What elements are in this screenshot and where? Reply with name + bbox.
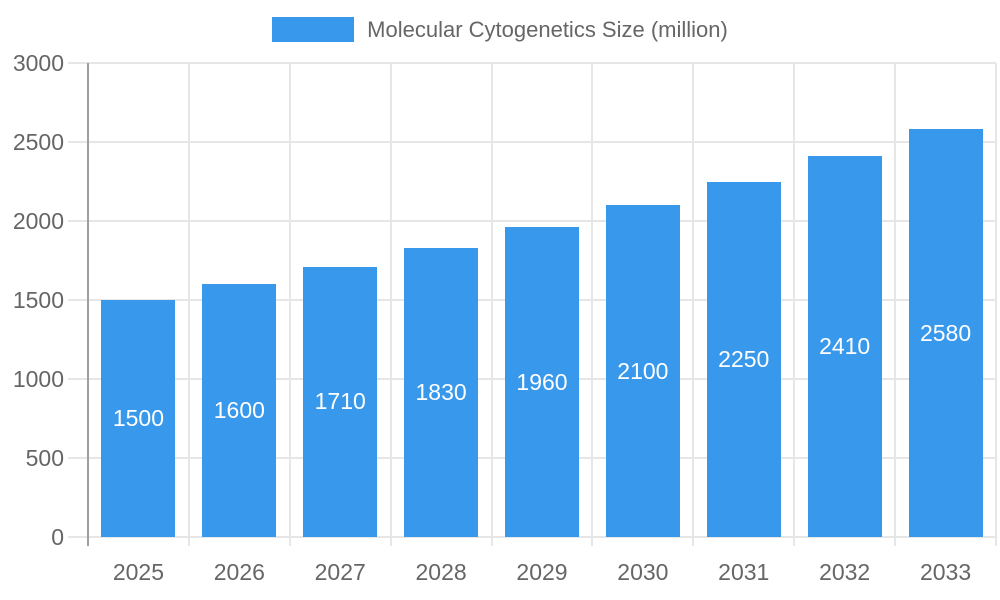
- x-axis-label-2029: 2029: [516, 559, 568, 585]
- x-tick: [692, 537, 695, 546]
- x-tick: [187, 537, 190, 546]
- x-axis-label-2025: 2025: [112, 559, 165, 585]
- y-axis-label: 2000: [12, 208, 64, 234]
- legend-swatch-icon: [272, 17, 355, 42]
- gridline-x: [995, 63, 997, 537]
- bar-2030[interactable]: 2100: [605, 205, 680, 537]
- x-axis-label-2031: 2031: [718, 559, 770, 585]
- x-axis-label-2030: 2030: [617, 559, 669, 585]
- bar-2029[interactable]: 1960: [505, 227, 579, 537]
- gridline-x: [894, 63, 897, 537]
- bar-value-label: 2250: [718, 345, 770, 372]
- x-axis-label-2028: 2028: [415, 559, 467, 585]
- bar-value-label: 2580: [919, 319, 972, 346]
- bar-2033[interactable]: 2580: [908, 129, 983, 537]
- gridline-x: [591, 63, 594, 537]
- x-tick: [591, 537, 594, 546]
- y-axis-label: 3000: [12, 50, 64, 76]
- legend-item[interactable]: Molecular Cytogenetics Size (million): [272, 17, 728, 42]
- x-axis-label-2033: 2033: [919, 559, 972, 585]
- gridline-y: [68, 536, 996, 538]
- gridline-x: [692, 63, 695, 537]
- x-tick: [389, 537, 392, 546]
- x-tick: [995, 537, 997, 546]
- bar-2027[interactable]: 1710: [303, 266, 378, 537]
- bar-2028[interactable]: 1830: [404, 247, 479, 537]
- y-axis-label: 2500: [12, 129, 64, 155]
- y-axis-label: 1000: [12, 366, 64, 392]
- y-axis-label: 0: [51, 524, 64, 550]
- gridline-y: [68, 141, 996, 143]
- bar-2031[interactable]: 2250: [706, 181, 781, 537]
- gridline-x: [187, 63, 190, 537]
- x-tick: [793, 537, 796, 546]
- bar-value-label: 2410: [819, 333, 871, 360]
- x-tick: [288, 537, 291, 546]
- y-axis-label: 500: [25, 445, 64, 471]
- legend-label: Molecular Cytogenetics Size (million): [367, 17, 728, 42]
- x-axis-label-2032: 2032: [819, 559, 871, 585]
- x-axis-label-2027: 2027: [314, 559, 366, 585]
- gridline-x: [490, 63, 493, 537]
- gridline-y: [68, 220, 996, 222]
- bar-2026[interactable]: 1600: [202, 284, 277, 537]
- x-axis-label-2026: 2026: [213, 559, 265, 585]
- y-axis-line: [87, 63, 89, 546]
- bar-value-label: 1710: [314, 388, 366, 415]
- legend: Molecular Cytogenetics Size (million): [0, 17, 1000, 42]
- x-tick: [894, 537, 897, 546]
- bar-value-label: 1830: [415, 378, 467, 405]
- gridline-x: [288, 63, 291, 537]
- y-axis-label: 1500: [12, 287, 64, 313]
- gridline-y: [68, 62, 996, 64]
- bar-value-label: 1500: [112, 405, 165, 431]
- bar-value-label: 2100: [617, 357, 669, 384]
- bar-value-label: 1960: [516, 368, 568, 395]
- x-tick: [490, 537, 493, 546]
- bar-value-label: 1600: [213, 397, 265, 424]
- gridline-x: [793, 63, 796, 537]
- bar-2025[interactable]: 1500: [101, 300, 176, 537]
- gridline-x: [389, 63, 392, 537]
- bar-2032[interactable]: 2410: [807, 156, 882, 537]
